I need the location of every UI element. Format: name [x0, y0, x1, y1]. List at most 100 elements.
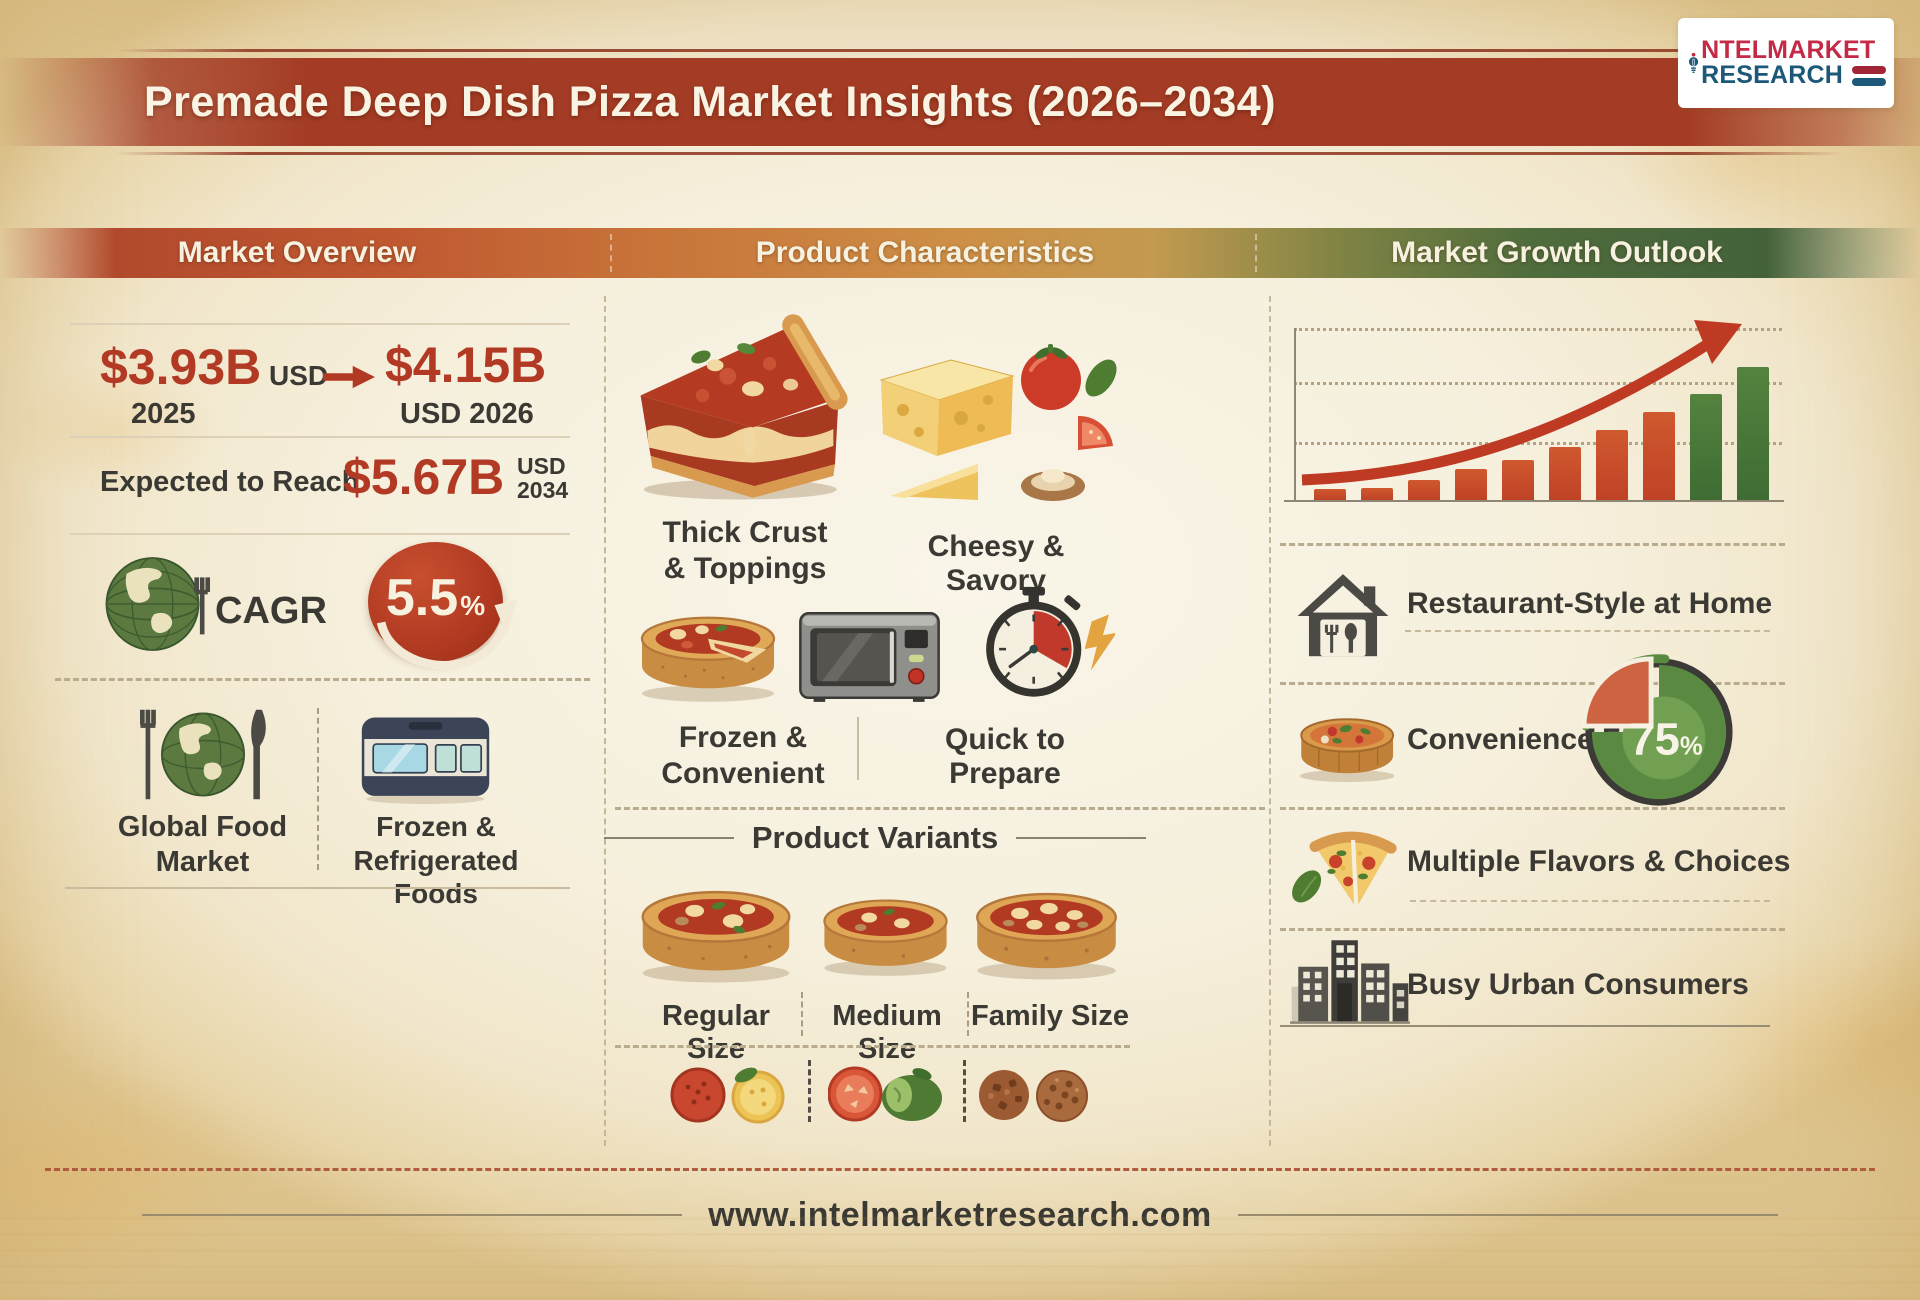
frozen-convenient-line1: Frozen & [678, 721, 808, 754]
market-value-2026: $4.15B [385, 337, 547, 393]
title-banner: Premade Deep Dish Pizza Market Insights … [0, 49, 1920, 155]
flavor-slice-icon [1292, 831, 1397, 909]
page-title: Premade Deep Dish Pizza Market Insights … [80, 58, 1340, 146]
column-divider [604, 296, 606, 1146]
global-food-line1: Global Food [117, 811, 288, 843]
frozen-container-icon [361, 717, 490, 804]
thick-crust-line2: & Toppings [663, 552, 827, 585]
size-label-regular: Regular Size [662, 1000, 770, 1065]
growth-bar [1408, 480, 1440, 500]
deep-dish-pizza-icon [640, 616, 776, 702]
market-value-2025: $3.93B [100, 339, 262, 395]
cheesy-savory-label: Cheesy & Savory [927, 530, 1065, 597]
page-title-main: Premade Deep Dish Pizza Market Insights [143, 78, 1015, 126]
globe-cutlery-icon [105, 557, 211, 651]
stopwatch-bolt-icon [986, 586, 1115, 697]
logo-bars-icon [1852, 65, 1886, 86]
city-buildings-icon [1290, 940, 1410, 1024]
divider-line [70, 436, 570, 438]
column-divider [1269, 296, 1271, 1146]
growth-bar [1737, 367, 1769, 500]
growth-bars [1314, 298, 1779, 500]
dashed-divider [1280, 807, 1785, 810]
quick-prepare-label: Quick to Prepare [944, 723, 1065, 790]
toppings-icon [979, 1070, 1088, 1122]
growth-chart [1280, 298, 1785, 513]
gridline [1294, 382, 1782, 385]
row-underline [1410, 900, 1770, 902]
y-axis [1294, 328, 1296, 500]
cagr-value: 5.5 [385, 569, 459, 627]
vertical-dashed-divider [317, 708, 319, 870]
flavors-label: Multiple Flavors & Choices [1407, 845, 1791, 878]
divider-line [70, 323, 570, 325]
cheese-tomato-icon [879, 344, 1117, 501]
footer-line [142, 1214, 683, 1216]
vertical-divider [857, 717, 859, 780]
global-food-label: Global Food Market [70, 810, 335, 880]
heading-line [603, 837, 734, 839]
dashed-divider [1280, 543, 1785, 546]
cagr-label: CAGR [215, 590, 327, 632]
expected-unit: USD [517, 453, 566, 479]
section-title-overview: Market Overview [177, 236, 417, 269]
vertical-dashed-divider [967, 992, 969, 1036]
pizza-bowl-icon [1299, 718, 1395, 782]
arrow-right-icon [323, 365, 375, 389]
market-overview-panel: $3.93B USD 2025 $4.15B USD 2026 Expected… [55, 290, 600, 1170]
expected-label: Expected to Reach [100, 466, 360, 498]
dashed-divider [55, 678, 590, 681]
expected-year: 2034 [517, 477, 569, 504]
thick-crust-label: Thick Crust & Toppings [645, 515, 845, 587]
variants-heading: Product Variants [603, 820, 1147, 856]
dashed-divider [1280, 928, 1785, 931]
pizza-size-icon [823, 899, 948, 976]
page-title-years: (2026–2034) [1014, 78, 1277, 126]
growth-bar [1455, 469, 1487, 500]
vertical-dashed-divider [808, 1060, 811, 1122]
global-food-line2: Market [155, 845, 250, 878]
frozen-foods-label: Frozen & Refrigerated Foods [311, 810, 561, 911]
growth-bar [1596, 430, 1628, 500]
footer-dashed-divider [45, 1168, 1875, 1171]
thick-crust-line1: Thick Crust [662, 516, 828, 549]
section-divider [1255, 234, 1257, 272]
deep-dish-slice-icon [640, 314, 848, 500]
size-label-family: Family Size [971, 1000, 1129, 1032]
variants-title: Product Variants [751, 820, 999, 855]
growth-swoosh-icon [376, 599, 518, 670]
pie-chart-icon: 75% [1581, 654, 1733, 806]
pie-orange-slice [1581, 656, 1654, 729]
logo-text-line2: RESEARCH [1701, 61, 1843, 89]
divider-line [65, 887, 570, 889]
cagr-unit: % [460, 590, 486, 621]
lightbulb-logo-icon [1688, 52, 1699, 73]
website-url[interactable]: www.intelmarketresearch.com [708, 1195, 1212, 1234]
pizza-size-icon [641, 890, 791, 983]
paper-texture [0, 1204, 1920, 1300]
expected-unit-year: USD 2034 [517, 454, 568, 502]
footer: www.intelmarketresearch.com [0, 1192, 1920, 1238]
divider-line [1280, 1025, 1770, 1027]
divider-line [70, 533, 570, 535]
growth-bar [1502, 460, 1534, 500]
gridline [1294, 442, 1782, 445]
trend-arrow-icon [1301, 320, 1742, 486]
frozen-foods-line1: Frozen & [376, 811, 496, 842]
dashed-divider [1280, 682, 1785, 685]
section-title-growth: Market Growth Outlook [1391, 236, 1723, 269]
growth-bar [1549, 447, 1581, 500]
toppings-icon [828, 1066, 942, 1122]
size-label-medium: Medium Size [832, 1000, 942, 1065]
vertical-dashed-divider [801, 992, 803, 1036]
frozen-convenient-label: Frozen & Convenient [643, 720, 843, 792]
growth-bar [1314, 489, 1346, 500]
logo-text-line1: NTELMARKET [1701, 35, 1876, 64]
home-dining-icon [1297, 574, 1389, 657]
pizza-size-icon [976, 892, 1117, 980]
gridline [1294, 328, 1782, 331]
section-header-bar: Market Overview Product Characteristics … [0, 228, 1920, 278]
market-growth-panel: Restaurant-Style at Home Convenience Fac… [1280, 290, 1792, 1170]
pie-center-unit: % [1680, 733, 1703, 761]
